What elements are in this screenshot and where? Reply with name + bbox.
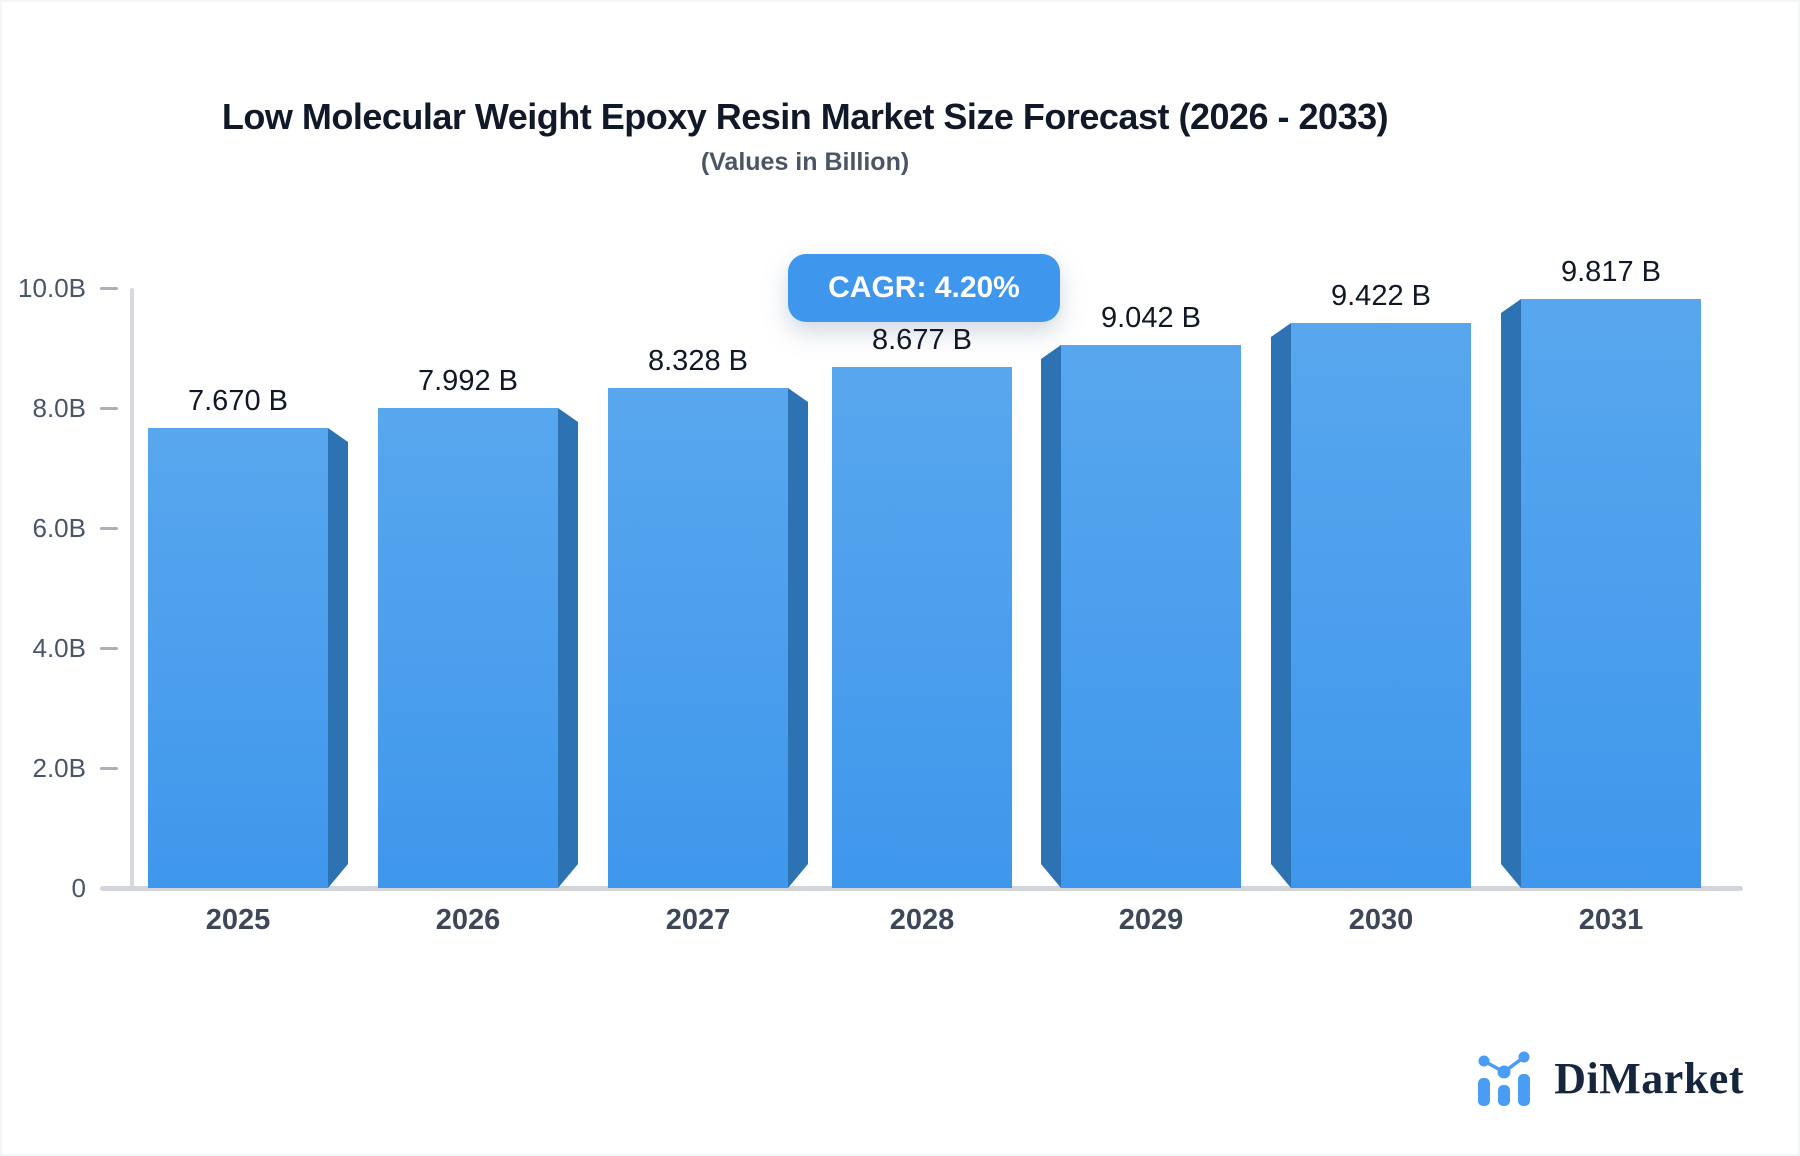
bar-value-label: 9.042 B — [1101, 302, 1201, 334]
brand-logo: DiMarket — [1474, 1048, 1744, 1108]
bar-value-label: 8.328 B — [648, 345, 748, 377]
chart-bar[interactable] — [1061, 345, 1241, 888]
brand-logo-icon — [1474, 1048, 1540, 1108]
y-axis-tick-label: 2.0B — [32, 753, 87, 783]
chart-title: Low Molecular Weight Epoxy Resin Market … — [221, 96, 1389, 137]
bar-3d-side — [1271, 323, 1291, 888]
y-axis-tick-mark — [100, 527, 118, 530]
chart-bar[interactable] — [832, 367, 1012, 888]
bar-value-label: 9.422 B — [1331, 280, 1431, 312]
y-axis-tick-mark — [100, 647, 118, 650]
bar-3d-side — [558, 408, 578, 888]
y-axis-line — [130, 288, 134, 888]
x-axis-line — [100, 886, 1743, 891]
chart-subtitle: (Values in Billion) — [700, 148, 910, 176]
cagr-badge: CAGR: 4.20% — [788, 254, 1060, 322]
bar-value-label: 7.670 B — [188, 385, 288, 417]
x-axis-category-label: 2029 — [1118, 904, 1184, 936]
bar-value-label: 9.817 B — [1561, 256, 1661, 288]
bar-3d-side — [1501, 299, 1521, 888]
x-axis-category-label: 2027 — [665, 904, 731, 936]
y-axis-tick-mark — [100, 767, 118, 770]
brand-logo-text: DiMarket — [1554, 1053, 1744, 1103]
y-axis-tick-mark — [100, 407, 118, 410]
chart-bar[interactable] — [1291, 323, 1471, 888]
y-axis-tick-label: 8.0B — [32, 393, 87, 423]
chart-bar[interactable] — [378, 408, 558, 888]
chart-bar[interactable] — [148, 428, 328, 888]
chart-bar[interactable] — [1521, 299, 1701, 888]
x-axis-category-label: 2026 — [435, 904, 501, 936]
x-axis-category-label: 2028 — [889, 904, 955, 936]
y-axis-tick-label: 6.0B — [32, 513, 87, 543]
y-axis-tick-mark — [100, 287, 118, 290]
bar-value-label: 7.992 B — [418, 365, 518, 397]
y-axis-tick-label: 0 — [71, 873, 86, 903]
chart-bar[interactable] — [608, 388, 788, 888]
x-axis-category-label: 2025 — [205, 904, 271, 936]
bar-3d-side — [788, 388, 808, 888]
y-axis-tick-label: 4.0B — [32, 633, 87, 663]
x-axis-category-label: 2030 — [1348, 904, 1414, 936]
bar-3d-side — [1041, 345, 1061, 888]
bar-value-label: 8.677 B — [872, 324, 972, 356]
y-axis-tick-label: 10.0B — [18, 273, 86, 303]
cagr-badge-label: CAGR: 4.20% — [828, 271, 1020, 304]
bar-3d-side — [328, 428, 348, 888]
x-axis-category-label: 2031 — [1578, 904, 1644, 936]
